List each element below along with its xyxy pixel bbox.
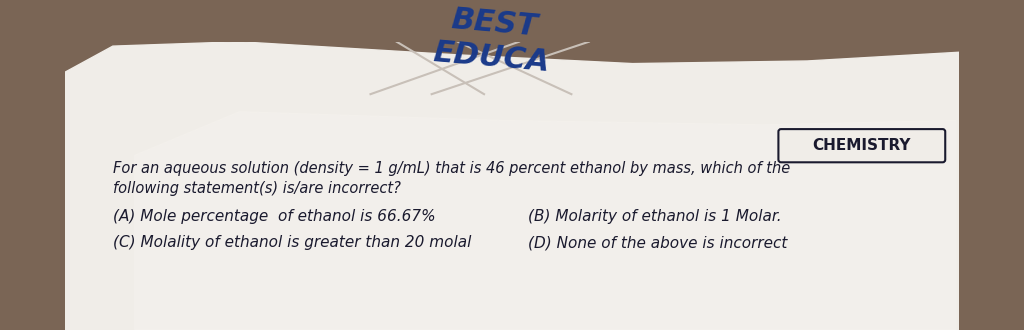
Text: For an aqueous solution (density = 1 g/mL) that is 46 percent ethanol by mass, w: For an aqueous solution (density = 1 g/m… — [113, 161, 791, 176]
FancyBboxPatch shape — [778, 129, 945, 162]
Text: (D) None of the above is incorrect: (D) None of the above is incorrect — [527, 235, 787, 250]
Text: (A) Mole percentage  of ethanol is 66.67%: (A) Mole percentage of ethanol is 66.67% — [113, 209, 435, 224]
Text: BEST
EDUCA: BEST EDUCA — [432, 4, 554, 77]
Text: (C) Molality of ethanol is greater than 20 molal: (C) Molality of ethanol is greater than … — [113, 235, 471, 250]
Text: following statement(s) is/are incorrect?: following statement(s) is/are incorrect? — [113, 181, 400, 196]
Polygon shape — [135, 112, 955, 330]
Text: CHEMISTRY: CHEMISTRY — [812, 138, 910, 153]
Polygon shape — [65, 42, 959, 330]
Text: (B) Molarity of ethanol is 1 Molar.: (B) Molarity of ethanol is 1 Molar. — [527, 209, 781, 224]
